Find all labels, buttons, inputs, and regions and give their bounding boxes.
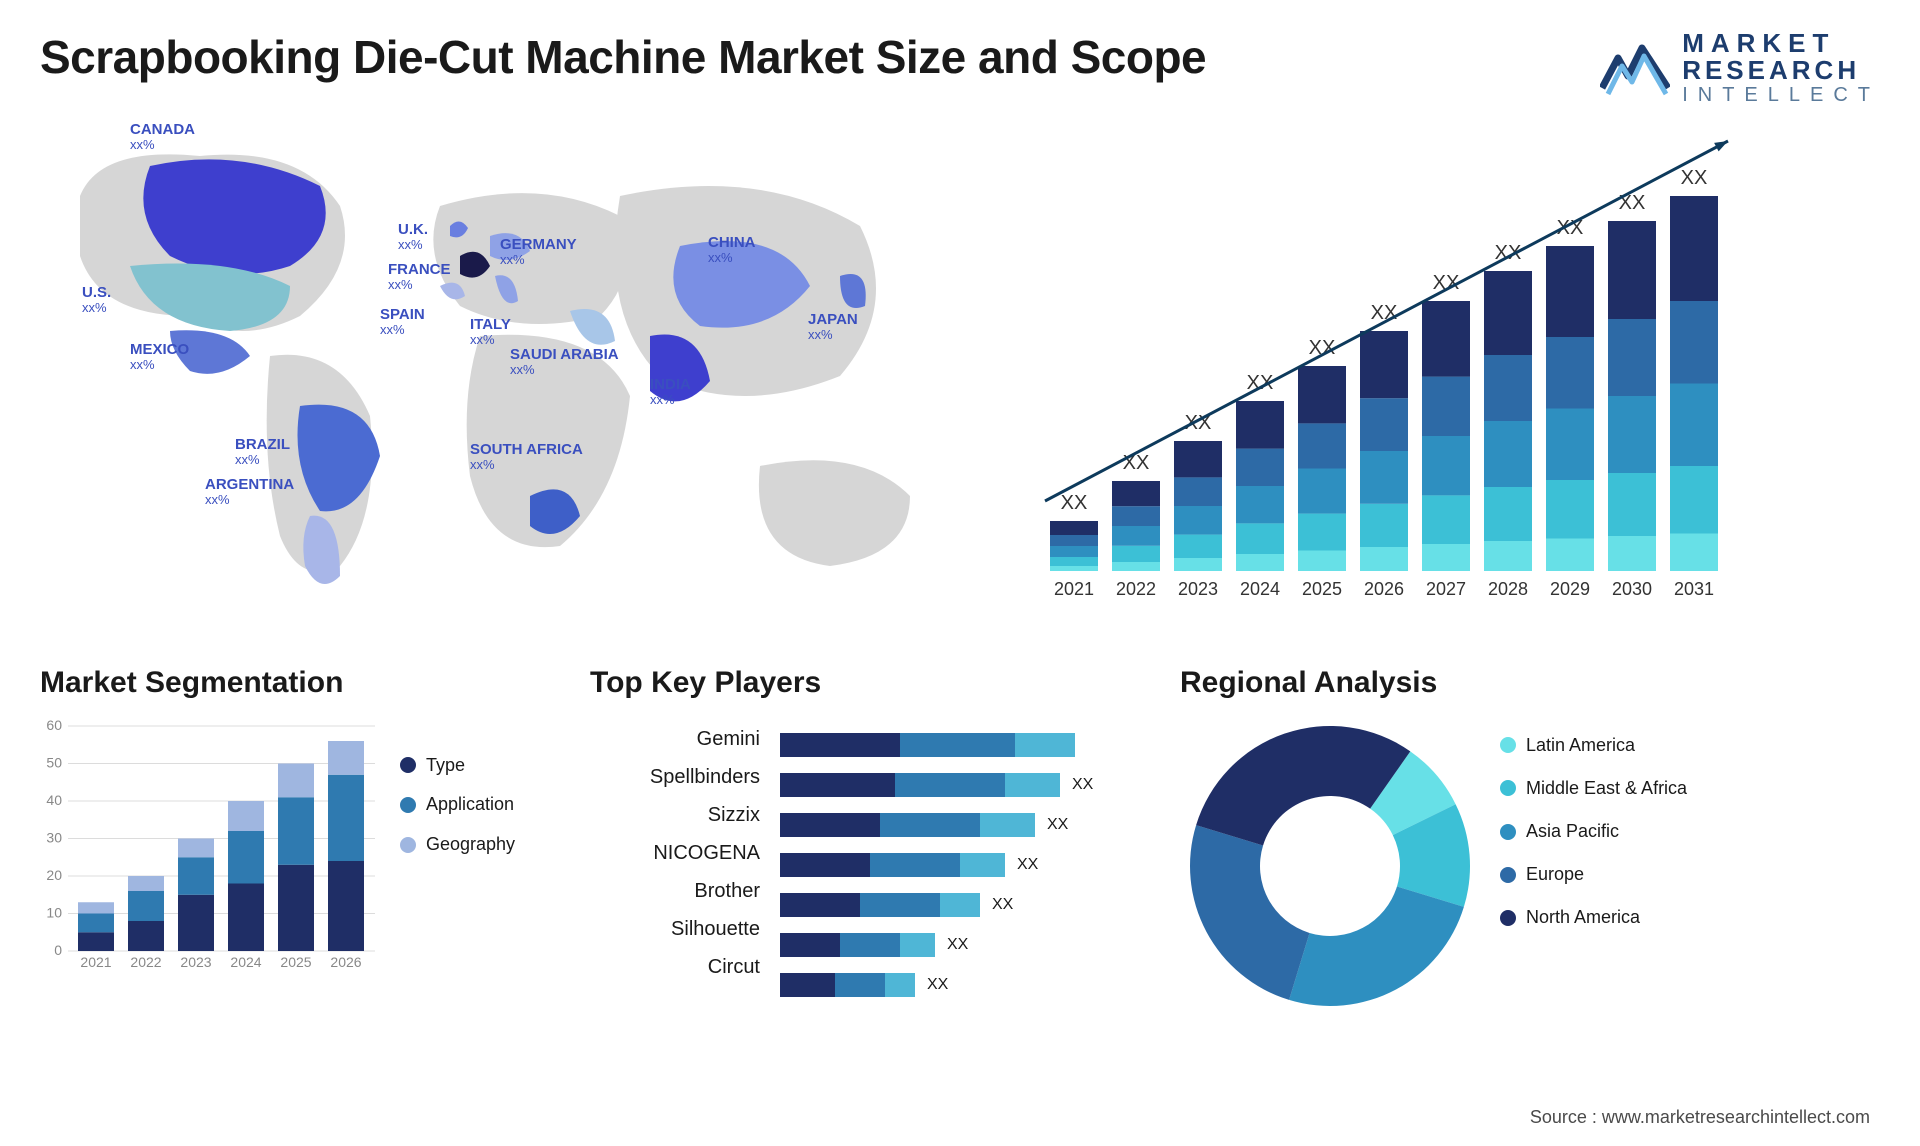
player-bar-row: XX xyxy=(780,766,1150,804)
main-bar-chart-svg: 2021XX2022XX2023XX2024XX2025XX2026XX2027… xyxy=(1020,116,1880,636)
svg-text:2028: 2028 xyxy=(1488,579,1528,599)
map-label-france: FRANCExx% xyxy=(388,261,451,293)
svg-text:2021: 2021 xyxy=(80,954,111,970)
regional-donut xyxy=(1180,716,1480,1016)
svg-text:2024: 2024 xyxy=(230,954,261,970)
map-label-brazil: BRAZILxx% xyxy=(235,436,290,468)
map-label-u-s-: U.S.xx% xyxy=(82,284,111,316)
map-label-u-k-: U.K.xx% xyxy=(398,221,428,253)
region-legend-item: Latin America xyxy=(1500,724,1687,767)
svg-text:XX: XX xyxy=(1061,492,1088,514)
seg-legend-type: Type xyxy=(400,746,515,786)
svg-text:2025: 2025 xyxy=(280,954,311,970)
logo-text-3: INTELLECT xyxy=(1682,85,1880,106)
main-bar-chart: 2021XX2022XX2023XX2024XX2025XX2026XX2027… xyxy=(1020,116,1880,636)
segmentation-legend: TypeApplicationGeography xyxy=(400,716,515,976)
player-value-label: XX xyxy=(1072,776,1093,794)
player-bar-row: XX xyxy=(780,886,1150,924)
svg-text:0: 0 xyxy=(54,942,62,958)
map-label-italy: ITALYxx% xyxy=(470,316,511,348)
players-title: Top Key Players xyxy=(590,666,1150,700)
segmentation-chart: 0 10 20 30 40 50 60 2021 2022 2023 2024 2025 2026 xyxy=(40,716,380,976)
map-label-germany: GERMANYxx% xyxy=(500,236,577,268)
source-attribution: Source : www.marketresearchintellect.com xyxy=(1530,1107,1870,1128)
player-name: Gemini xyxy=(590,720,760,758)
player-bar-row: XX xyxy=(780,846,1150,884)
map-label-canada: CANADAxx% xyxy=(130,121,195,153)
svg-text:2022: 2022 xyxy=(130,954,161,970)
map-label-india: INDIAxx% xyxy=(650,376,691,408)
svg-text:30: 30 xyxy=(46,829,62,845)
svg-text:2026: 2026 xyxy=(1364,579,1404,599)
map-label-japan: JAPANxx% xyxy=(808,311,858,343)
player-value-label: XX xyxy=(1047,816,1068,834)
player-value-label: XX xyxy=(992,896,1013,914)
player-name: Sizzix xyxy=(590,796,760,834)
map-label-south-africa: SOUTH AFRICAxx% xyxy=(470,441,583,473)
svg-text:2030: 2030 xyxy=(1612,579,1652,599)
map-label-spain: SPAINxx% xyxy=(380,306,425,338)
logo-text-2: RESEARCH xyxy=(1682,57,1880,84)
map-label-saudi-arabia: SAUDI ARABIAxx% xyxy=(510,346,619,378)
logo-mark-icon xyxy=(1600,36,1670,100)
page-title: Scrapbooking Die-Cut Machine Market Size… xyxy=(40,30,1206,84)
svg-text:2029: 2029 xyxy=(1550,579,1590,599)
player-value-label: XX xyxy=(947,936,968,954)
players-names: GeminiSpellbindersSizzixNICOGENABrotherS… xyxy=(590,716,760,1006)
svg-text:2026: 2026 xyxy=(330,954,361,970)
seg-legend-application: Application xyxy=(400,785,515,825)
svg-text:2024: 2024 xyxy=(1240,579,1280,599)
player-value-label: XX xyxy=(1017,856,1038,874)
region-legend-item: Asia Pacific xyxy=(1500,810,1687,853)
players-bars: XX XX XX XX XX XX xyxy=(780,716,1150,1006)
svg-text:10: 10 xyxy=(46,904,62,920)
svg-text:2023: 2023 xyxy=(1178,579,1218,599)
player-bar-row: XX xyxy=(780,966,1150,1004)
brand-logo: MARKET RESEARCH INTELLECT xyxy=(1600,30,1880,106)
player-name: NICOGENA xyxy=(590,834,760,872)
logo-text-1: MARKET xyxy=(1682,30,1880,57)
regional-title: Regional Analysis xyxy=(1180,666,1880,700)
svg-text:2031: 2031 xyxy=(1674,579,1714,599)
player-name: Spellbinders xyxy=(590,758,760,796)
player-name: Circut xyxy=(590,948,760,986)
player-name: Silhouette xyxy=(590,910,760,948)
world-map: CANADAxx% U.S.xx% MEXICOxx% BRAZILxx% ARGENT… xyxy=(40,116,980,636)
svg-text:60: 60 xyxy=(46,717,62,733)
svg-text:2025: 2025 xyxy=(1302,579,1342,599)
player-bar-row: XX xyxy=(780,926,1150,964)
svg-text:20: 20 xyxy=(46,867,62,883)
svg-text:2023: 2023 xyxy=(180,954,211,970)
regional-legend: Latin AmericaMiddle East & AfricaAsia Pa… xyxy=(1500,716,1687,940)
map-label-mexico: MEXICOxx% xyxy=(130,341,189,373)
seg-legend-geography: Geography xyxy=(400,825,515,865)
segmentation-title: Market Segmentation xyxy=(40,666,560,700)
player-value-label: XX xyxy=(927,976,948,994)
player-name: Brother xyxy=(590,872,760,910)
svg-text:XX: XX xyxy=(1123,452,1150,474)
map-label-argentina: ARGENTINAxx% xyxy=(205,476,294,508)
player-bar-row: XX xyxy=(780,806,1150,844)
map-label-china: CHINAxx% xyxy=(708,234,756,266)
svg-text:50: 50 xyxy=(46,754,62,770)
svg-text:2027: 2027 xyxy=(1426,579,1466,599)
player-bar-row xyxy=(780,726,1150,764)
svg-text:2022: 2022 xyxy=(1116,579,1156,599)
region-legend-item: Middle East & Africa xyxy=(1500,767,1687,810)
region-legend-item: Europe xyxy=(1500,853,1687,896)
region-legend-item: North America xyxy=(1500,896,1687,939)
svg-text:2021: 2021 xyxy=(1054,579,1094,599)
svg-text:40: 40 xyxy=(46,792,62,808)
svg-text:XX: XX xyxy=(1681,167,1708,189)
